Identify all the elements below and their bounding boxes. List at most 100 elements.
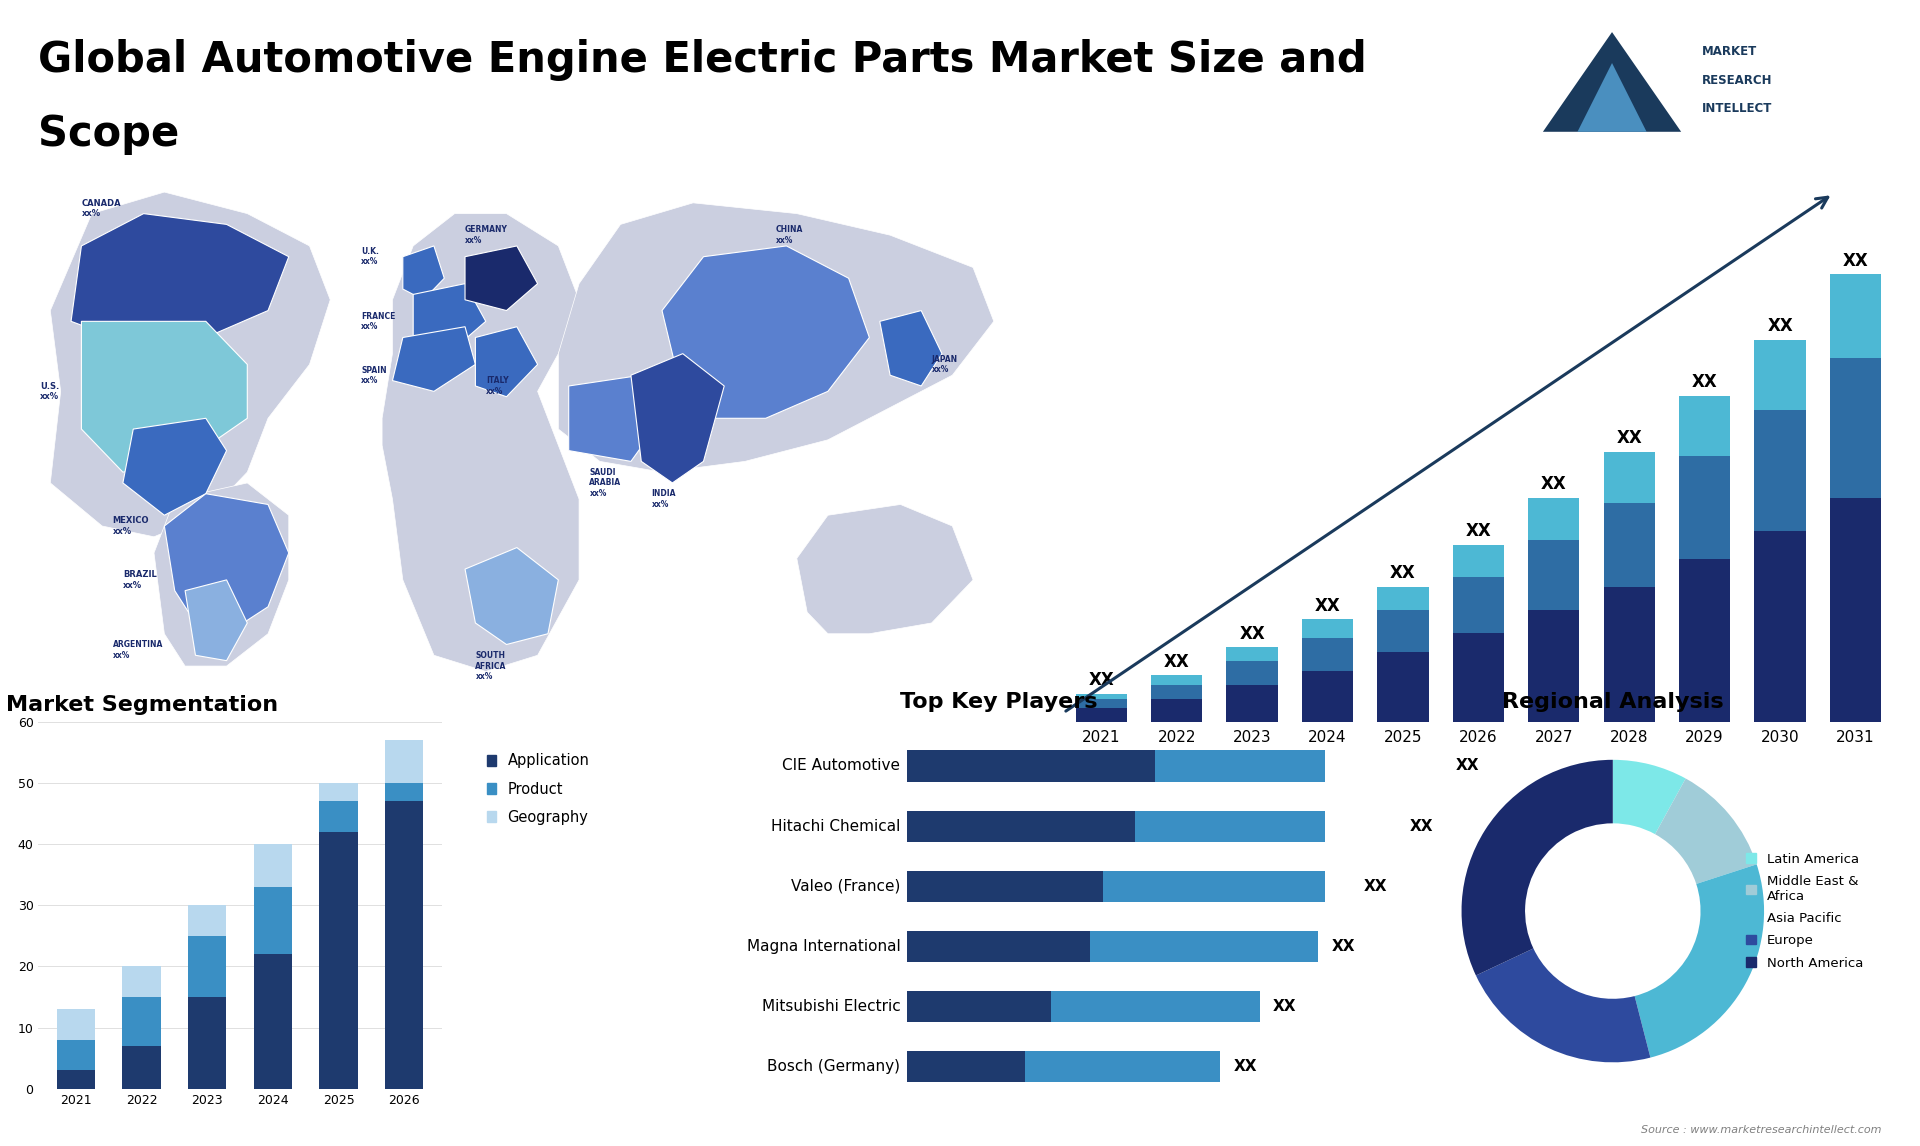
Bar — [1528, 540, 1580, 610]
Bar — [1528, 610, 1580, 722]
Text: SOUTH
AFRICA
xx%: SOUTH AFRICA xx% — [476, 651, 507, 681]
Bar — [1075, 694, 1127, 699]
Bar — [1453, 544, 1503, 578]
Polygon shape — [1544, 32, 1682, 132]
Wedge shape — [1613, 760, 1686, 834]
Text: XX: XX — [1390, 564, 1415, 582]
Bar — [123, 997, 161, 1046]
Bar — [1678, 395, 1730, 456]
Polygon shape — [382, 213, 580, 672]
Text: SPAIN
xx%: SPAIN xx% — [361, 366, 388, 385]
Bar — [1830, 274, 1882, 359]
Polygon shape — [392, 327, 476, 391]
Text: CANADA
xx%: CANADA xx% — [81, 198, 121, 218]
Bar — [188, 997, 227, 1089]
Polygon shape — [465, 246, 538, 311]
Bar — [1830, 499, 1882, 722]
Text: XX: XX — [1238, 625, 1265, 643]
Text: XX: XX — [1089, 672, 1114, 690]
Polygon shape — [184, 580, 248, 660]
Polygon shape — [568, 375, 662, 462]
Text: Scope: Scope — [38, 113, 180, 155]
Bar — [1302, 670, 1354, 722]
Bar — [1603, 452, 1655, 503]
Bar — [1150, 675, 1202, 684]
Text: SAUDI
ARABIA
xx%: SAUDI ARABIA xx% — [589, 468, 622, 497]
Title: Regional Analysis: Regional Analysis — [1501, 692, 1724, 712]
Text: XX: XX — [1617, 429, 1642, 447]
FancyBboxPatch shape — [1102, 871, 1352, 902]
Bar — [1075, 708, 1127, 722]
Wedge shape — [1476, 949, 1651, 1062]
Bar — [319, 832, 357, 1089]
Bar — [386, 783, 422, 801]
Title: Top Key Players: Top Key Players — [900, 692, 1096, 712]
Text: CHINA
xx%: CHINA xx% — [776, 226, 803, 245]
Text: CIE Automotive: CIE Automotive — [783, 759, 900, 774]
Text: XX: XX — [1273, 999, 1296, 1014]
Text: Global Automotive Engine Electric Parts Market Size and: Global Automotive Engine Electric Parts … — [38, 39, 1367, 80]
Wedge shape — [1655, 778, 1757, 884]
FancyBboxPatch shape — [1025, 1051, 1221, 1082]
Text: Market Segmentation: Market Segmentation — [6, 694, 278, 715]
Text: ITALY
xx%: ITALY xx% — [486, 376, 509, 395]
Text: INTELLECT: INTELLECT — [1701, 102, 1772, 116]
Text: Hitachi Chemical: Hitachi Chemical — [772, 818, 900, 833]
Bar — [1755, 531, 1805, 722]
Polygon shape — [1578, 63, 1647, 132]
Bar — [1227, 647, 1277, 661]
Polygon shape — [50, 193, 330, 536]
Polygon shape — [165, 494, 288, 634]
Text: Magna International: Magna International — [747, 939, 900, 953]
Text: XX: XX — [1363, 879, 1388, 894]
Bar — [1227, 661, 1277, 684]
Text: GERMANY
xx%: GERMANY xx% — [465, 226, 509, 245]
Text: RESEARCH: RESEARCH — [1701, 73, 1772, 87]
Text: Mitsubishi Electric: Mitsubishi Electric — [762, 999, 900, 1014]
Text: MARKET: MARKET — [1701, 45, 1757, 58]
Polygon shape — [81, 321, 248, 472]
Text: XX: XX — [1843, 252, 1868, 269]
Polygon shape — [465, 548, 559, 644]
Bar — [1755, 409, 1805, 531]
Bar — [1150, 699, 1202, 722]
FancyBboxPatch shape — [906, 871, 1102, 902]
Bar — [1453, 578, 1503, 634]
Wedge shape — [1461, 760, 1613, 975]
FancyBboxPatch shape — [906, 810, 1135, 841]
FancyBboxPatch shape — [1050, 991, 1260, 1022]
Bar — [386, 801, 422, 1089]
Text: FRANCE
xx%: FRANCE xx% — [361, 312, 396, 331]
Bar — [386, 740, 422, 783]
Text: XX: XX — [1409, 818, 1432, 833]
Text: Source : www.marketresearchintellect.com: Source : www.marketresearchintellect.com — [1642, 1124, 1882, 1135]
Legend: Application, Product, Geography: Application, Product, Geography — [482, 747, 595, 831]
Bar — [1302, 619, 1354, 638]
Text: XX: XX — [1455, 759, 1478, 774]
Bar — [319, 801, 357, 832]
Text: ARGENTINA
xx%: ARGENTINA xx% — [113, 641, 163, 660]
Polygon shape — [123, 418, 227, 516]
Text: MEXICO
xx%: MEXICO xx% — [113, 517, 150, 535]
Bar — [1755, 339, 1805, 409]
Text: BRAZIL
xx%: BRAZIL xx% — [123, 571, 157, 589]
Polygon shape — [403, 246, 444, 300]
Bar — [1603, 503, 1655, 587]
FancyBboxPatch shape — [1135, 810, 1396, 841]
Polygon shape — [476, 327, 538, 397]
Bar — [123, 1046, 161, 1089]
Text: XX: XX — [1164, 653, 1190, 670]
FancyBboxPatch shape — [906, 1051, 1025, 1082]
Bar — [58, 1010, 94, 1039]
Wedge shape — [1634, 864, 1764, 1058]
Bar — [1453, 634, 1503, 722]
Polygon shape — [154, 482, 288, 666]
Text: Valeo (France): Valeo (France) — [791, 879, 900, 894]
Text: XX: XX — [1465, 523, 1492, 540]
Text: U.K.
xx%: U.K. xx% — [361, 248, 380, 266]
Bar — [253, 887, 292, 955]
FancyBboxPatch shape — [906, 931, 1091, 961]
Bar — [58, 1039, 94, 1070]
Bar — [188, 936, 227, 997]
Bar — [1377, 652, 1428, 722]
